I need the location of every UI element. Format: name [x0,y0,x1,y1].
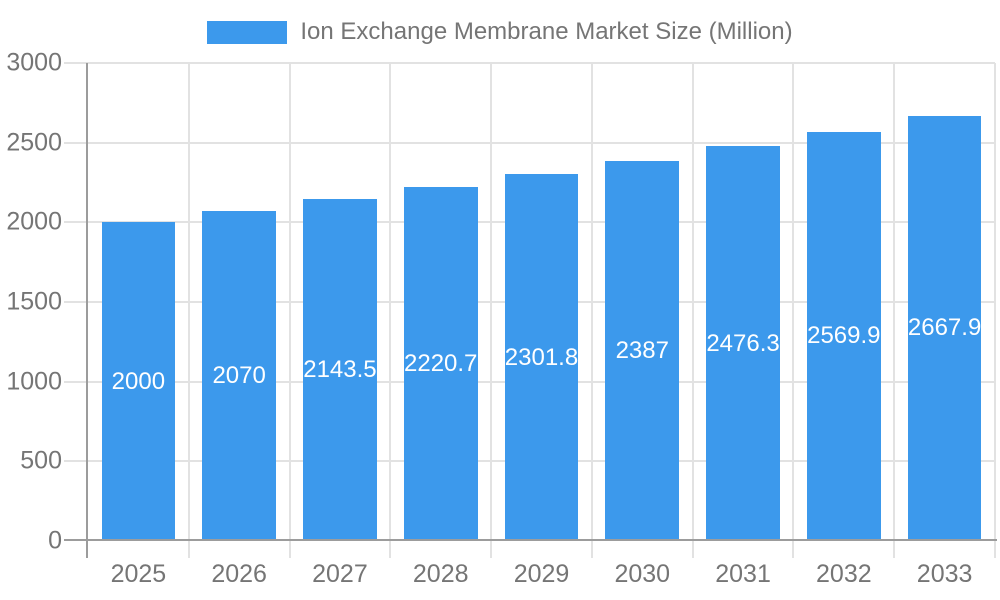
bar-value-label: 2667.9 [907,314,982,342]
vgrid-line [389,63,392,558]
y-tick-label: 1000 [6,367,62,396]
bar-2025[interactable]: 2000 [101,222,176,541]
bar-value-label: 2301.8 [504,343,579,371]
x-tick-label: 2033 [916,560,973,588]
vgrid-line [994,63,996,558]
legend[interactable]: Ion Exchange Membrane Market Size (Milli… [0,18,1000,46]
bar-value-label: 2220.7 [404,350,478,378]
bar-2026[interactable]: 2070 [202,211,277,541]
vgrid-line [792,63,795,558]
bar-value-label: 2387 [615,336,669,364]
x-axis-line [64,539,997,541]
y-tick-label: 500 [20,446,62,475]
bar-2028[interactable]: 2220.7 [403,187,478,541]
vgrid-line [288,63,291,558]
plot-area: 0 500 1000 1500 2000 2500 3000 2000 2025 2070 2026… [6,49,997,588]
bar-value-label: 2476.3 [706,329,780,357]
bar-2031[interactable]: 2476.3 [706,146,780,541]
bar-value-label: 2000 [111,367,166,395]
bar-value-label: 2143.5 [303,356,377,384]
bar-2030[interactable]: 2387 [605,160,680,541]
vgrid-line [691,63,694,558]
y-tick-label: 1500 [6,287,62,316]
legend-swatch [207,20,288,44]
bar-value-label: 2569.9 [807,322,881,350]
y-tick-label: 2000 [6,207,62,236]
x-tick-label: 2028 [412,560,469,588]
x-tick-label: 2026 [211,560,267,588]
x-tick-label: 2032 [816,560,872,588]
y-axis-line [86,63,88,558]
y-tick-label: 0 [48,526,62,555]
x-tick-label: 2031 [715,560,771,588]
hgrid-line [64,141,995,144]
hgrid-line [64,62,995,64]
bar-2033[interactable]: 2667.9 [907,115,982,541]
x-tick-label: 2025 [110,560,167,588]
x-tick-label: 2027 [312,560,368,588]
bar-2032[interactable]: 2569.9 [806,131,881,541]
y-tick-label: 3000 [6,48,62,77]
x-tick-label: 2029 [513,560,570,588]
legend-label: Ion Exchange Membrane Market Size (Milli… [300,18,793,45]
vgrid-line [187,63,190,558]
bar-2027[interactable]: 2143.5 [303,199,377,541]
vgrid-line [893,63,896,558]
bar-value-label: 2070 [212,362,266,390]
vgrid-line [490,63,493,558]
vgrid-line [590,63,593,558]
x-tick-label: 2030 [614,560,671,588]
bar-2029[interactable]: 2301.8 [504,174,579,541]
y-tick-label: 2500 [6,128,62,157]
